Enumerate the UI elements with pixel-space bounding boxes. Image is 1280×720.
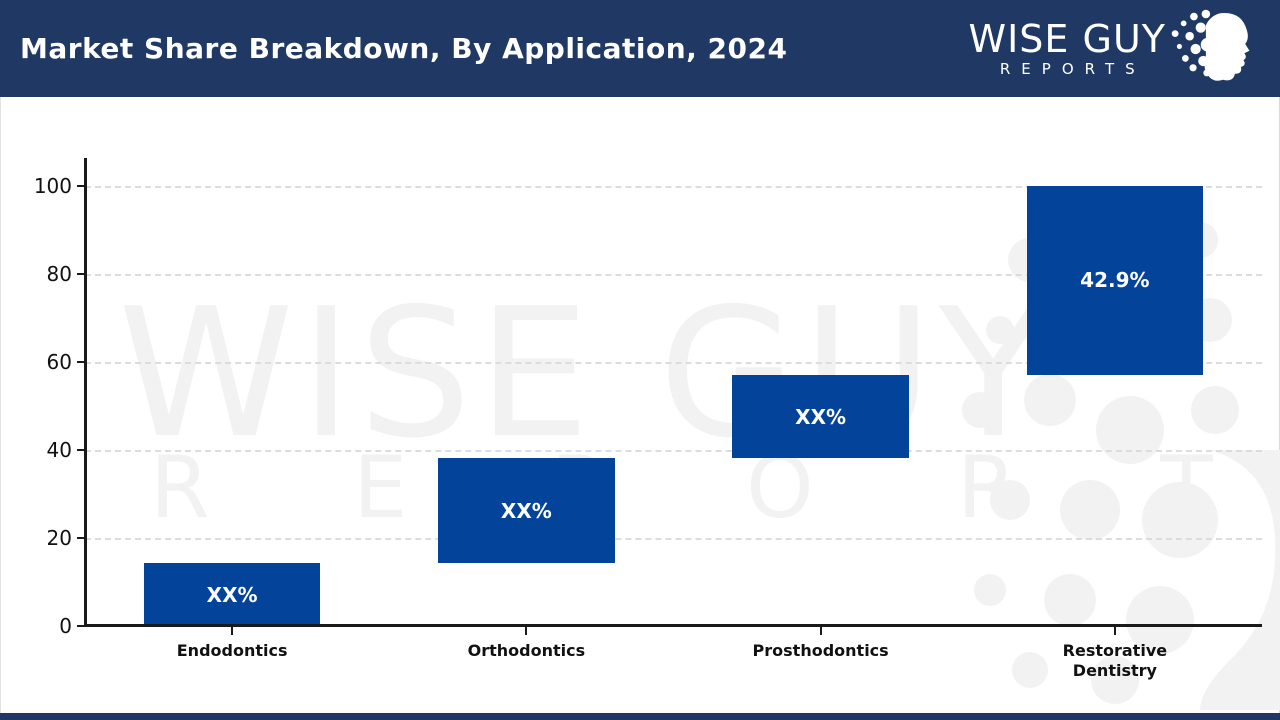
bar: XX% [143,563,321,626]
y-axis-tick [77,449,85,451]
bar-value-label: XX% [500,498,552,523]
bar-value-label: XX% [206,582,258,607]
gridline [85,538,1262,540]
y-tick-label: 80 [46,262,72,286]
y-axis-tick [77,625,85,627]
header: Market Share Breakdown, By Application, … [0,0,1280,97]
x-tick-label: Prosthodontics [711,641,931,661]
gridline [85,450,1262,452]
bar-value-label: 42.9% [1080,268,1150,293]
bottom-navy-strip [0,713,1280,720]
x-axis-line [85,624,1262,627]
y-axis-tick [77,537,85,539]
y-tick-label: 100 [33,174,72,198]
dotted-face-logo-icon [1171,9,1250,81]
y-tick-label: 20 [46,526,72,550]
x-tick-label-line: Orthodontics [467,641,586,660]
y-tick-label: 60 [46,350,72,374]
brand-logo: WISE GUY REPORTS [969,8,1254,90]
chart-plot-area: XX% XX% XX% 42.9% [85,186,1262,626]
bar: 42.9% [1026,186,1204,375]
brand-name: WISE GUY [968,17,1166,61]
y-tick-label: 40 [46,438,72,462]
x-tick-label: Endodontics [122,641,342,661]
x-tick-label-line: Dentistry [1072,661,1157,680]
x-axis-tick [525,627,528,635]
y-axis-tick [77,273,85,275]
bar: XX% [732,374,909,459]
y-tick-label: 0 [59,614,72,638]
gridline [85,186,1262,188]
x-axis-tick [231,627,234,635]
x-tick-label: Restorative Dentistry [1005,641,1225,681]
gridline [85,274,1262,276]
y-axis-tick [77,185,85,187]
gridline [85,362,1262,364]
x-axis-tick [819,627,822,635]
x-tick-label-line: Prosthodontics [752,641,889,660]
y-axis-line [84,158,87,626]
y-axis-tick [77,361,85,363]
bar: XX% [438,458,615,564]
x-tick-label: Orthodontics [416,641,636,661]
brand-logo-text: WISE GUY REPORTS [969,20,1166,77]
x-tick-label-line: Endodontics [176,641,288,660]
brand-subtitle: REPORTS [999,60,1146,78]
bar-value-label: XX% [795,404,847,429]
x-axis-tick [1113,627,1116,635]
x-tick-label-line: Restorative [1062,641,1168,660]
page-title: Market Share Breakdown, By Application, … [20,32,788,65]
